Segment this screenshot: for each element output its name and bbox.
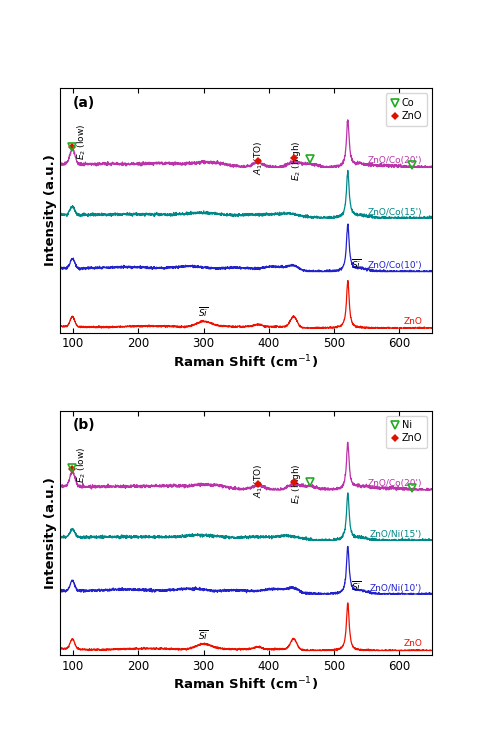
Text: $\mathregular{\overline{Si}}$: $\mathregular{\overline{Si}}$ [350, 257, 361, 271]
Text: ZnO/Co(20'): ZnO/Co(20') [368, 156, 422, 165]
Text: $\mathregular{\overline{Si}}$: $\mathregular{\overline{Si}}$ [198, 628, 209, 642]
Text: ZnO: ZnO [403, 640, 422, 648]
Text: ZnO: ZnO [403, 316, 422, 326]
Text: $E_2$ (high): $E_2$ (high) [290, 141, 303, 181]
Legend: Ni, ZnO: Ni, ZnO [386, 416, 427, 448]
Text: $\mathregular{\overline{Si}}$: $\mathregular{\overline{Si}}$ [350, 579, 361, 593]
Text: ZnO/Co(10'): ZnO/Co(10') [368, 261, 422, 270]
Text: $A_1$ (TO): $A_1$ (TO) [252, 463, 264, 498]
Text: ZnO/Ni(15'): ZnO/Ni(15') [370, 530, 422, 539]
Text: $E_2$ (low): $E_2$ (low) [75, 124, 87, 160]
Y-axis label: Intensity (a.u.): Intensity (a.u.) [44, 477, 57, 589]
Text: $\mathregular{\overline{Si}}$: $\mathregular{\overline{Si}}$ [198, 305, 209, 319]
Text: $A_1$ (TO): $A_1$ (TO) [252, 141, 264, 175]
Legend: Co, ZnO: Co, ZnO [386, 93, 427, 126]
Text: $E_2$ (low): $E_2$ (low) [75, 447, 87, 483]
Text: ZnO/Ni(10'): ZnO/Ni(10') [370, 584, 422, 592]
Y-axis label: Intensity (a.u.): Intensity (a.u.) [44, 155, 57, 266]
Text: $E_2$ (high): $E_2$ (high) [290, 463, 303, 504]
Text: (b): (b) [73, 418, 96, 432]
X-axis label: Raman Shift (cm$^{-1}$): Raman Shift (cm$^{-1}$) [173, 353, 319, 371]
Text: ZnO/Co(20'): ZnO/Co(20') [368, 479, 422, 488]
Text: (a): (a) [73, 96, 95, 110]
X-axis label: Raman Shift (cm$^{-1}$): Raman Shift (cm$^{-1}$) [173, 676, 319, 693]
Text: ZnO/Co(15'): ZnO/Co(15') [368, 208, 422, 216]
